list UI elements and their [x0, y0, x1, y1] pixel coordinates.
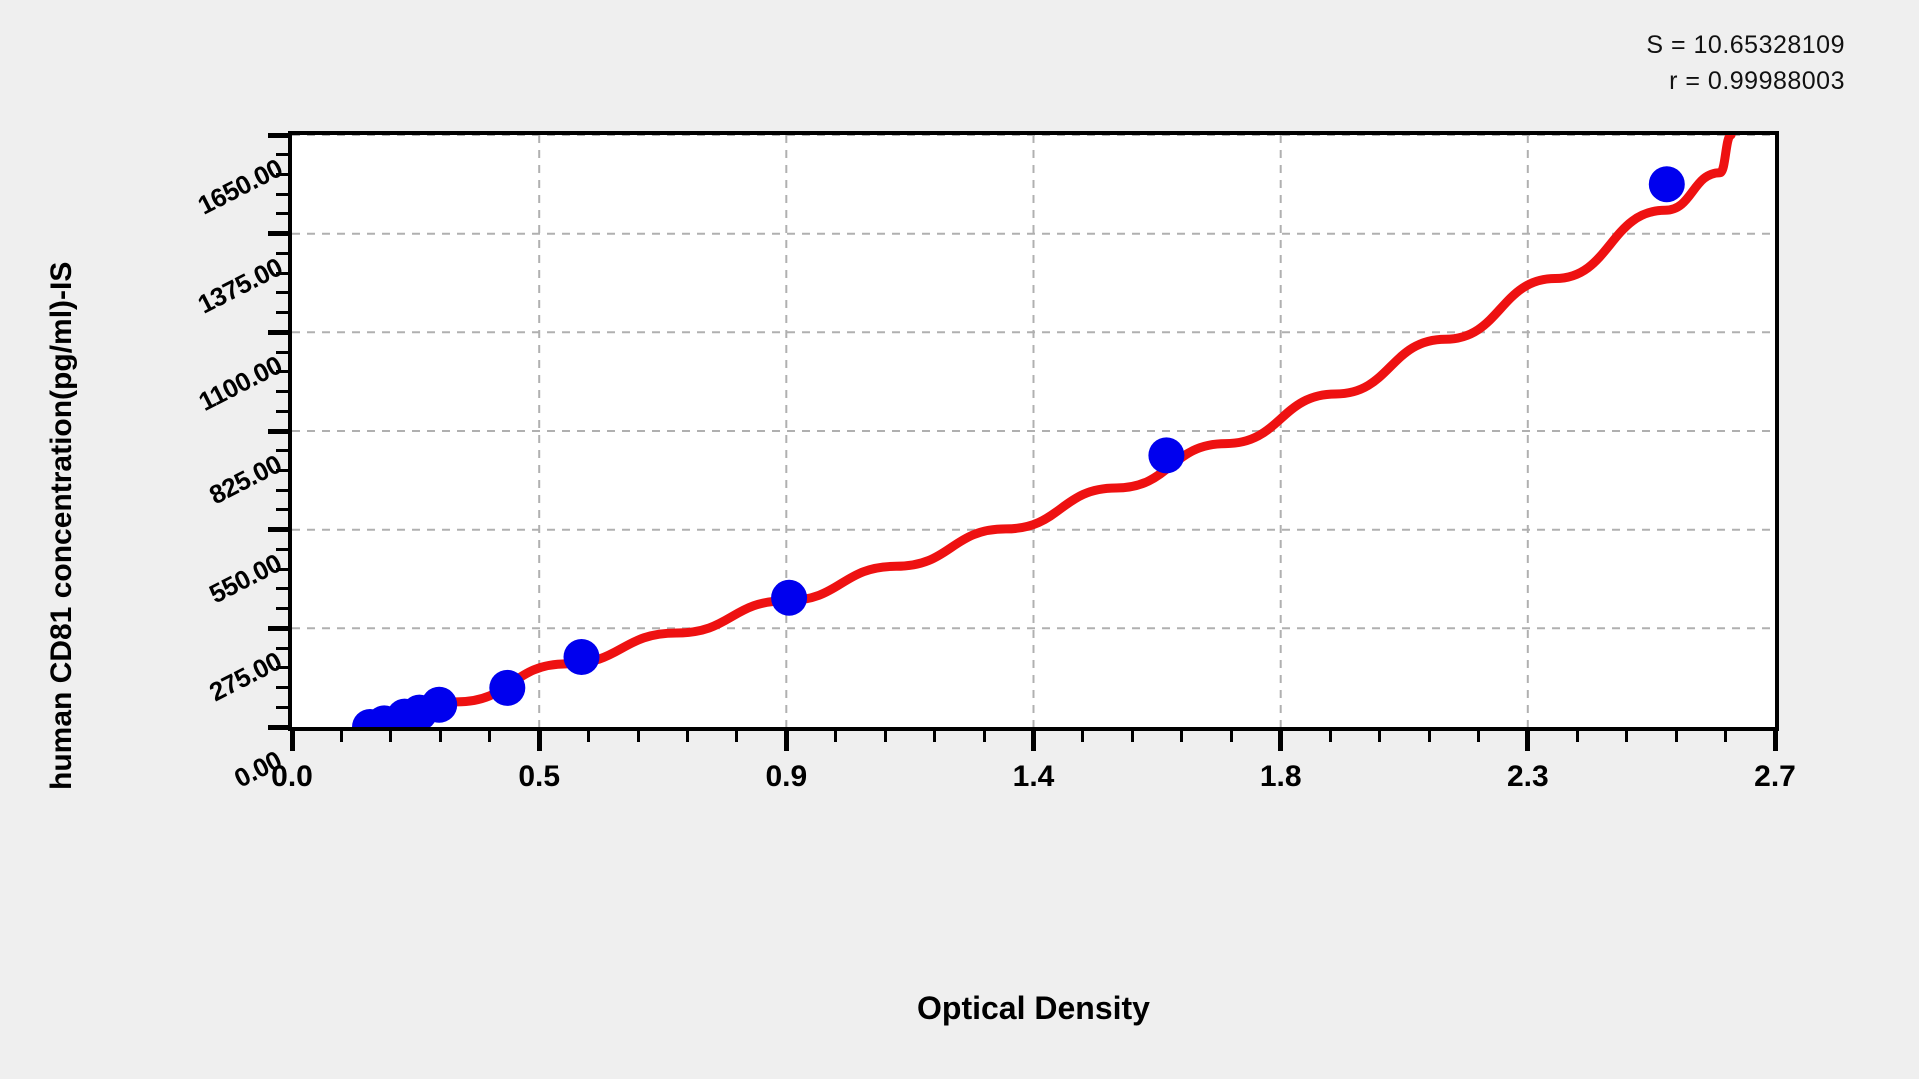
y-tick-label: 1100.00: [193, 349, 287, 418]
y-minor-tick: [276, 607, 290, 611]
y-minor-tick: [276, 192, 290, 196]
y-minor-tick: [276, 587, 290, 591]
fit-statistics: S = 10.65328109 r = 0.99988003: [1646, 28, 1845, 99]
y-tick-label: 550.00: [204, 547, 287, 609]
y-major-tick: [268, 724, 290, 730]
x-major-tick: [536, 727, 542, 751]
x-major-tick: [1525, 727, 1531, 751]
x-minor-tick: [1427, 727, 1431, 742]
x-minor-tick: [438, 727, 442, 742]
y-minor-tick: [276, 251, 290, 255]
y-minor-tick: [276, 705, 290, 709]
grid-layer: [292, 135, 1775, 727]
y-major-tick: [268, 428, 290, 434]
y-minor-tick: [276, 567, 290, 571]
y-minor-tick: [276, 686, 290, 689]
y-minor-tick: [276, 370, 290, 374]
x-minor-tick: [1328, 727, 1332, 742]
y-minor-tick: [276, 666, 290, 670]
x-minor-tick: [1674, 727, 1678, 742]
x-minor-tick: [982, 727, 986, 742]
x-minor-tick: [1575, 727, 1579, 742]
x-tick-label: 2.7: [1754, 760, 1796, 793]
y-minor-tick: [276, 153, 290, 157]
y-minor-tick: [276, 646, 290, 650]
x-minor-tick: [488, 727, 492, 742]
x-major-tick: [289, 727, 295, 751]
y-tick-label: 1650.00: [192, 152, 287, 221]
plot-area: [288, 131, 1779, 731]
x-minor-tick: [933, 727, 937, 742]
x-minor-tick: [1081, 727, 1085, 742]
s-value-label: S = 10.65328109: [1646, 31, 1845, 59]
x-minor-tick: [636, 727, 640, 742]
x-minor-tick: [1625, 727, 1629, 742]
y-minor-tick: [276, 508, 290, 512]
y-minor-tick: [276, 488, 290, 492]
y-major-tick: [268, 132, 290, 138]
y-minor-tick: [276, 271, 290, 275]
y-major-tick: [268, 527, 290, 533]
x-axis-title: Optical Density: [917, 990, 1150, 1026]
x-major-tick: [1772, 727, 1778, 751]
y-tick-label: 1375.00: [192, 251, 287, 320]
y-minor-tick: [276, 212, 290, 216]
x-minor-tick: [1130, 727, 1134, 742]
x-tick-label: 0.5: [518, 760, 561, 793]
x-minor-tick: [339, 727, 343, 742]
x-tick-label: 0.0: [271, 760, 313, 793]
x-minor-tick: [735, 727, 739, 742]
x-minor-tick: [1476, 727, 1480, 742]
y-minor-tick: [276, 173, 290, 176]
y-major-tick: [268, 329, 290, 335]
x-minor-tick: [389, 727, 393, 742]
x-minor-tick: [587, 727, 591, 742]
y-minor-tick: [276, 350, 290, 354]
y-minor-tick: [276, 469, 290, 472]
x-axis-tick-labels: 0.0 0.5 0.9 1.4 1.8 2.3 2.7: [0, 760, 1919, 804]
y-major-tick: [268, 231, 290, 237]
x-minor-tick: [1180, 727, 1184, 742]
y-minor-tick: [276, 409, 290, 413]
x-minor-tick: [1378, 727, 1381, 742]
r-value-label: r = 0.99988003: [1669, 66, 1845, 95]
x-tick-label: 1.8: [1259, 760, 1302, 793]
x-major-tick: [1031, 727, 1036, 751]
x-tick-label: 1.4: [1012, 760, 1055, 793]
x-minor-tick: [686, 727, 689, 742]
y-minor-tick: [276, 291, 290, 295]
x-major-tick: [783, 727, 789, 751]
y-minor-tick: [276, 390, 290, 393]
x-minor-tick: [1229, 727, 1233, 742]
x-minor-tick: [834, 727, 838, 742]
x-minor-tick: [883, 727, 887, 742]
y-tick-label: 825.00: [204, 448, 287, 511]
y-tick-label: 275.00: [204, 645, 287, 708]
x-major-tick: [1278, 727, 1284, 751]
y-minor-tick: [276, 311, 290, 315]
x-minor-tick: [1724, 727, 1728, 742]
x-tick-label: 2.3: [1506, 760, 1549, 793]
y-major-tick: [268, 625, 290, 631]
y-minor-tick: [276, 449, 290, 453]
y-minor-tick: [276, 547, 290, 551]
y-axis-title: human CD81 concentration(pg/ml)-IS: [45, 261, 78, 790]
x-tick-label: 0.9: [765, 760, 808, 793]
data-layer: [352, 135, 1736, 727]
